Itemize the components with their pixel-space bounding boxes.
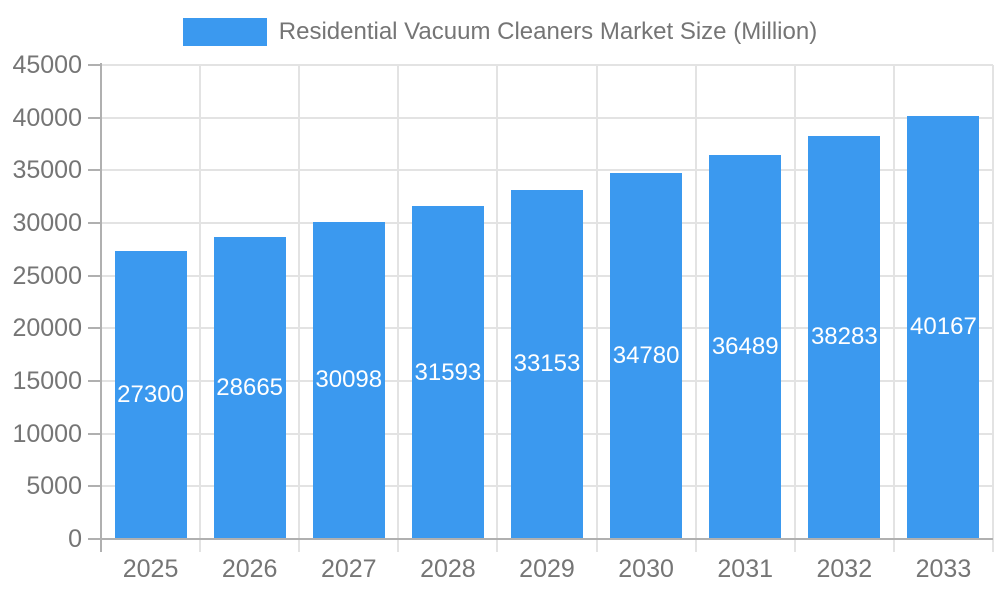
y-axis-label: 40000 xyxy=(12,103,82,132)
gridline-vertical xyxy=(199,65,202,552)
bar-2031[interactable] xyxy=(709,154,782,539)
bar-2027[interactable] xyxy=(312,221,385,539)
bar-2030[interactable] xyxy=(610,172,683,539)
x-axis-baseline xyxy=(100,538,993,540)
gridline-vertical xyxy=(992,65,994,552)
gridline-horizontal xyxy=(101,64,993,66)
x-axis-label: 2033 xyxy=(915,555,972,583)
x-axis-label: 2029 xyxy=(519,555,575,583)
legend: Residential Vacuum Cleaners Market Size … xyxy=(0,18,1000,46)
y-axis-tick xyxy=(88,169,101,172)
y-axis-label: 30000 xyxy=(12,209,82,237)
y-axis-label: 25000 xyxy=(12,261,82,290)
y-axis-tick xyxy=(88,222,101,224)
y-axis-tick xyxy=(88,432,101,435)
y-axis-tick xyxy=(88,380,101,382)
x-axis-label: 2027 xyxy=(320,555,377,583)
y-axis-label: 15000 xyxy=(12,367,82,395)
y-axis-tick xyxy=(88,64,101,66)
y-axis-tick xyxy=(88,538,101,540)
x-axis-label: 2026 xyxy=(221,555,278,583)
y-axis-label: 20000 xyxy=(12,314,82,343)
gridline-vertical xyxy=(793,65,796,552)
x-axis-label: 2030 xyxy=(618,555,674,583)
legend-swatch xyxy=(182,18,267,46)
bar-2026[interactable] xyxy=(213,237,286,539)
bar-2028[interactable] xyxy=(411,206,484,539)
y-axis-tick xyxy=(88,327,101,330)
gridline-horizontal xyxy=(101,169,993,172)
x-axis-label: 2028 xyxy=(420,555,476,583)
bar-2029[interactable] xyxy=(511,189,583,539)
gridline-vertical xyxy=(694,65,697,552)
bar-2032[interactable] xyxy=(808,135,881,539)
y-axis-label: 0 xyxy=(68,525,82,553)
gridline-horizontal xyxy=(101,116,993,119)
x-axis-label: 2032 xyxy=(816,555,873,583)
y-axis-tick xyxy=(88,116,101,119)
x-axis-label: 2025 xyxy=(122,555,179,583)
bar-2033[interactable] xyxy=(907,115,980,539)
y-axis-tick xyxy=(88,274,101,277)
y-axis-label: 35000 xyxy=(12,156,82,185)
y-axis-label: 10000 xyxy=(12,419,82,448)
x-axis-label: 2031 xyxy=(717,555,774,583)
gridline-vertical xyxy=(892,65,895,552)
y-axis-label: 5000 xyxy=(26,472,82,501)
gridline-vertical xyxy=(298,65,301,552)
y-axis-tick xyxy=(88,485,101,488)
bar-2025[interactable] xyxy=(114,251,187,539)
gridline-vertical xyxy=(397,65,400,552)
gridline-vertical xyxy=(496,65,499,552)
y-axis-line xyxy=(100,63,102,552)
legend-label: Residential Vacuum Cleaners Market Size … xyxy=(278,18,818,45)
y-axis-label: 45000 xyxy=(12,51,82,79)
gridline-vertical xyxy=(595,65,598,552)
